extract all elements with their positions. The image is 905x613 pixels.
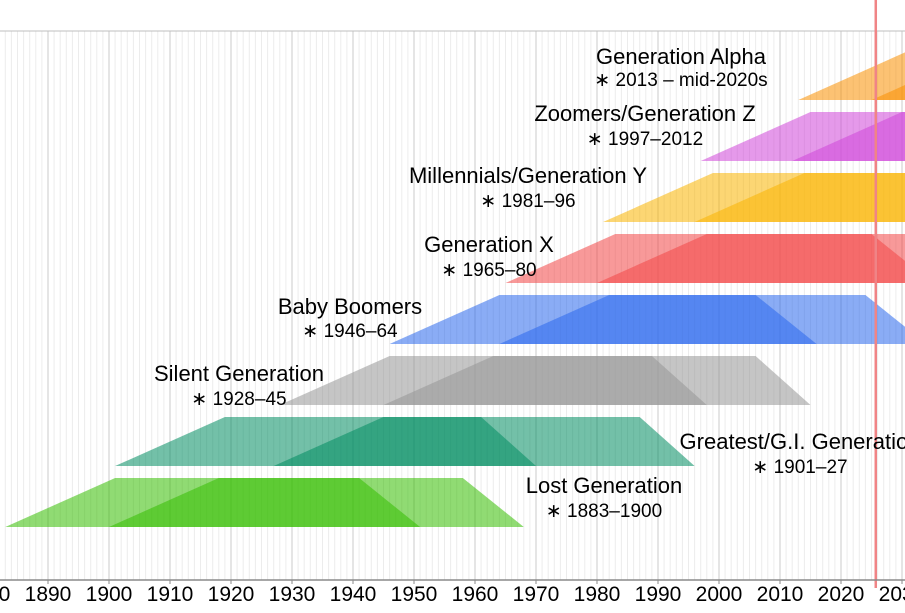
generation-name-label: Baby Boomers: [278, 294, 422, 319]
generation-band-last-cohort: [109, 478, 524, 527]
generation-band-last-cohort: [499, 295, 905, 344]
generation-name-label: Generation Alpha: [596, 44, 767, 69]
x-axis-tick-label: 1970: [513, 583, 560, 606]
generation-band-last-cohort: [273, 417, 695, 466]
generation-name-label: Zoomers/Generation Z: [534, 101, 755, 126]
generation-years-label: ∗ 1981–96: [480, 191, 575, 212]
generation-name-label: Greatest/G.I. Generation: [680, 429, 905, 454]
generation-years-label: ∗ 1901–27: [752, 457, 847, 478]
generation-band-last-cohort: [694, 173, 905, 222]
x-axis-tick-label: 2010: [757, 583, 804, 606]
x-axis-tick-label: 1900: [86, 583, 133, 606]
x-axis-tick-label: 2000: [696, 583, 743, 606]
x-axis-tick-label: 1920: [208, 583, 255, 606]
x-axis-tick-label: 1960: [452, 583, 499, 606]
x-axis-tick-label: 1890: [25, 583, 72, 606]
generation-name-label: Silent Generation: [154, 361, 324, 386]
x-axis-tick-label: 1910: [147, 583, 194, 606]
generation-band-last-cohort: [597, 234, 905, 283]
x-axis-tick-label: 1930: [269, 583, 316, 606]
generation-years-label: ∗ 1883–1900: [546, 501, 662, 522]
generation-name-label: Generation X: [424, 232, 554, 257]
generation-years-label: ∗ 1965–80: [441, 260, 536, 281]
generation-years-label: ∗ 1928–45: [191, 389, 286, 410]
generation-years-label: ∗ 1997–2012: [587, 129, 703, 150]
x-axis-tick-label: 2020: [818, 583, 865, 606]
generation-years-label: ∗ 1946–64: [302, 321, 398, 342]
generation-band-last-cohort: [383, 356, 811, 405]
x-axis-tick-label: 1990: [635, 583, 682, 606]
generation-band-first-cohort: [798, 52, 905, 100]
x-axis-tick-label: 1880: [0, 583, 10, 606]
generation-name-label: Millennials/Generation Y: [409, 163, 647, 188]
generation-name-label: Lost Generation: [526, 473, 683, 498]
generation-years-label: ∗ 2013 – mid-2020s: [594, 70, 767, 91]
generation-band-last-cohort: [871, 85, 905, 100]
x-axis-tick-label: 1980: [574, 583, 621, 606]
x-axis-tick-label: 2030: [879, 583, 905, 606]
x-axis-tick-label: 1940: [330, 583, 377, 606]
x-axis-tick-label: 1950: [391, 583, 438, 606]
